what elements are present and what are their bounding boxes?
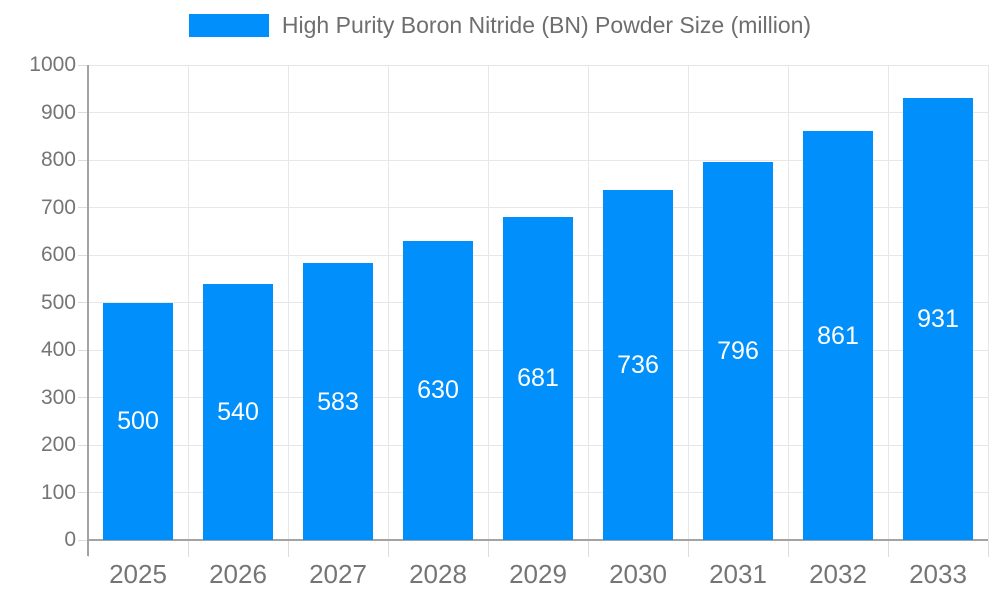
y-axis-tick [78,207,88,208]
bar[interactable]: 500 [103,302,173,540]
x-axis-tick [187,541,189,557]
y-axis-tick [78,397,88,398]
x-axis-tick [387,541,389,557]
bar-value-label: 540 [217,397,259,426]
y-axis-tick [78,112,88,113]
x-gridline [887,65,889,540]
y-axis-tick [78,539,88,541]
bar-value-label: 736 [617,351,659,380]
y-axis-tick [78,349,88,351]
y-axis-line [86,65,89,556]
y-axis-label: 1000 [29,53,76,76]
y-axis-tick [78,492,88,493]
x-gridline [387,65,389,540]
bar[interactable]: 681 [503,216,573,540]
x-gridline [787,65,789,540]
bar-value-label: 500 [117,407,159,436]
x-axis-label: 2029 [509,559,567,589]
x-axis-tick [887,541,889,557]
bar[interactable]: 540 [203,283,273,540]
bar-value-label: 583 [317,387,359,416]
x-axis-label: 2032 [809,559,867,589]
x-axis-label: 2027 [309,559,367,589]
y-axis-label: 200 [40,433,76,456]
x-axis-label: 2028 [409,559,467,589]
y-axis-label: 600 [40,243,76,266]
x-axis-label: 2025 [109,559,167,589]
x-axis-label: 2031 [709,559,767,589]
y-axis-label: 900 [40,100,76,124]
x-axis-label: 2026 [209,559,267,589]
y-gridline [88,207,988,208]
y-gridline [88,159,988,161]
bar[interactable]: 630 [403,240,473,540]
x-axis-tick [787,541,789,557]
bar-value-label: 630 [417,376,459,405]
x-gridline [287,65,289,540]
x-gridline [487,65,489,540]
x-axis-tick [987,541,989,557]
y-axis-tick [78,444,88,446]
legend-item[interactable]: High Purity Boron Nitride (BN) Powder Si… [0,12,1000,39]
bar[interactable]: 796 [703,161,773,540]
bar-value-label: 681 [517,364,559,393]
x-axis-label: 2030 [609,559,667,589]
y-gridline [88,64,988,66]
y-axis-label: 500 [40,290,76,314]
bar[interactable]: 583 [303,263,373,540]
y-axis-tick [78,64,88,66]
legend-swatch-icon [188,14,269,37]
x-gridline [587,65,589,540]
y-axis-tick [78,159,88,161]
bar-value-label: 931 [917,304,959,333]
x-axis-label: 2033 [909,559,967,589]
x-gridline [187,65,189,540]
x-axis-tick [487,541,489,557]
x-gridline [687,65,689,540]
bar[interactable]: 736 [603,190,673,540]
bar-value-label: 796 [717,336,759,365]
x-axis-tick [687,541,689,557]
y-axis-label: 0 [64,528,76,551]
y-gridline [88,112,988,113]
chart-title: High Purity Boron Nitride (BN) Powder Si… [281,12,812,38]
x-axis-tick [287,541,289,557]
y-axis-label: 400 [40,338,76,361]
y-axis-label: 100 [40,480,76,504]
y-axis-tick [78,254,88,256]
x-gridline [987,65,989,540]
y-axis-label: 700 [40,195,76,219]
y-axis-tick [78,302,88,303]
bar-value-label: 861 [817,321,859,350]
x-axis-tick [587,541,589,557]
y-axis-label: 800 [40,148,76,171]
x-axis-line [87,539,988,541]
bar[interactable]: 931 [903,97,973,540]
y-axis-label: 300 [40,385,76,409]
bar[interactable]: 861 [803,131,873,540]
